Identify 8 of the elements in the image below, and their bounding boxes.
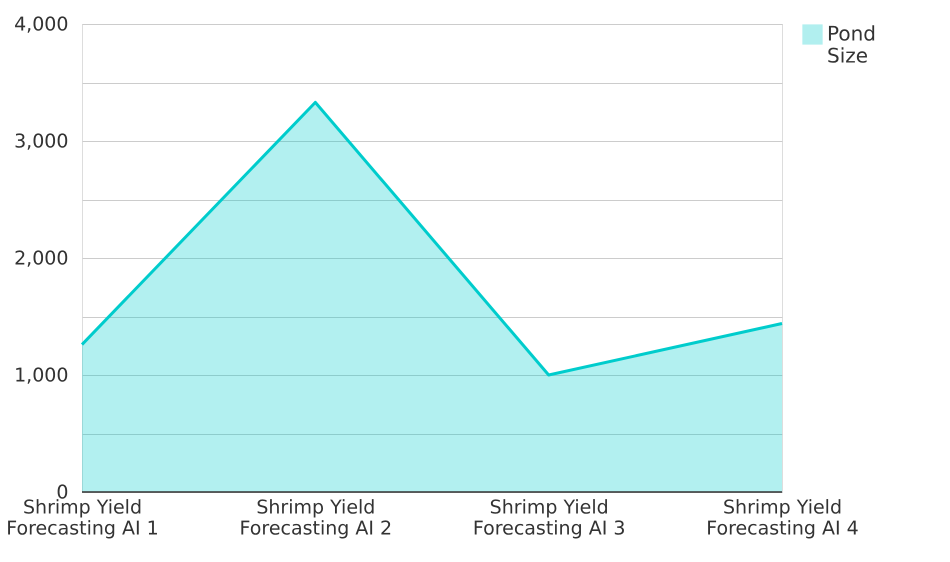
y-tick-label: 2,000 bbox=[14, 248, 68, 270]
y-tick-label: 4,000 bbox=[14, 14, 68, 36]
x-tick-label: Shrimp Yield Forecasting AI 3 bbox=[472, 496, 626, 540]
y-tick-label: 3,000 bbox=[14, 130, 68, 152]
y-tick-label: 1,000 bbox=[14, 364, 68, 386]
x-tick-label: Shrimp Yield Forecasting AI 4 bbox=[706, 496, 859, 540]
x-tick-label: Shrimp Yield Forecasting AI 2 bbox=[240, 496, 392, 540]
legend-label: Pond Size bbox=[827, 22, 876, 68]
